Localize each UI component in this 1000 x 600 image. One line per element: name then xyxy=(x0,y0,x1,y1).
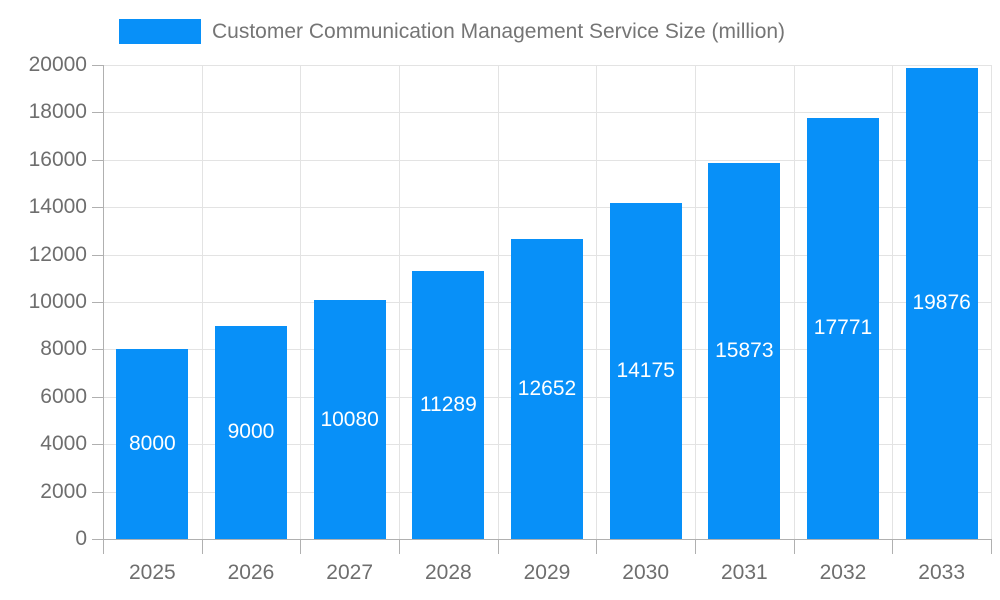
y-axis-tick-label: 4000 xyxy=(40,432,87,456)
gridline-vertical xyxy=(892,65,894,539)
y-axis-tick xyxy=(92,396,103,398)
y-axis-tick-label: 14000 xyxy=(28,195,87,219)
bar xyxy=(116,349,189,539)
x-axis-tick xyxy=(892,539,894,554)
x-axis-tick-label: 2033 xyxy=(918,561,966,584)
gridline-horizontal xyxy=(103,65,991,66)
gridline-horizontal xyxy=(103,207,991,209)
bar-value-label: 17771 xyxy=(813,316,873,340)
gridline-horizontal xyxy=(103,112,991,114)
x-axis-tick-label: 2029 xyxy=(523,561,571,584)
legend-swatch-icon xyxy=(119,19,201,44)
y-axis-tick-label: 18000 xyxy=(28,100,87,124)
gridline-vertical xyxy=(596,65,598,539)
chart-title: Customer Communication Management Servic… xyxy=(212,20,786,43)
x-axis-tick xyxy=(793,539,795,554)
y-axis-tick xyxy=(92,254,103,256)
y-axis-tick-label: 6000 xyxy=(40,384,87,408)
y-axis-tick-label: 12000 xyxy=(28,242,87,266)
x-axis-tick xyxy=(596,539,598,554)
bar-value-label: 12652 xyxy=(517,377,577,401)
bar-value-label: 9000 xyxy=(227,420,275,444)
chart-legend: Customer Communication Management Servic… xyxy=(119,19,785,44)
x-axis-tick-label: 2025 xyxy=(128,561,176,584)
x-axis-tick xyxy=(399,539,400,554)
bar xyxy=(609,203,682,539)
x-axis-tick-label: 2032 xyxy=(819,561,867,584)
y-axis-line xyxy=(103,65,104,554)
y-axis-tick xyxy=(92,159,103,161)
x-axis-tick xyxy=(497,539,499,554)
bar-value-label: 8000 xyxy=(128,432,176,456)
y-axis-tick xyxy=(92,65,103,66)
bar xyxy=(905,67,978,539)
x-axis-tick-label: 2030 xyxy=(622,561,670,584)
bar xyxy=(313,300,386,539)
y-axis-tick-label: 0 xyxy=(75,527,87,550)
y-axis-tick-label: 10000 xyxy=(28,290,87,313)
x-axis-tick xyxy=(300,539,302,554)
gridline-vertical xyxy=(695,65,696,539)
gridline-vertical xyxy=(201,65,203,539)
gridline-horizontal xyxy=(103,159,991,161)
y-axis-tick-label: 2000 xyxy=(40,479,87,503)
y-axis-tick-label: 20000 xyxy=(28,53,87,76)
x-axis-tick xyxy=(201,539,203,554)
gridline-vertical xyxy=(991,65,992,539)
gridline-vertical xyxy=(497,65,499,539)
y-axis-tick xyxy=(92,112,103,114)
bar-value-label: 19876 xyxy=(912,291,971,315)
y-axis-tick xyxy=(92,349,103,351)
gridline-vertical xyxy=(399,65,400,539)
x-axis-tick xyxy=(991,539,992,554)
gridline-vertical xyxy=(793,65,795,539)
bar xyxy=(708,162,781,539)
x-axis-tick xyxy=(103,539,104,554)
plot-area: 0 2000 4000 6000 8000 10000 12000 14000 16000 180… xyxy=(29,53,992,584)
bar xyxy=(511,239,583,539)
bar-value-label: 10080 xyxy=(320,407,379,431)
bar-value-label: 11289 xyxy=(419,393,477,417)
y-axis-tick-label: 16000 xyxy=(28,147,87,171)
y-axis-tick xyxy=(92,302,103,303)
x-axis-tick-label: 2027 xyxy=(326,561,374,584)
y-axis-tick xyxy=(92,444,103,446)
gridline-vertical xyxy=(300,65,302,539)
x-axis-tick-label: 2031 xyxy=(720,561,768,584)
y-axis-tick xyxy=(92,491,103,493)
y-axis-tick xyxy=(92,207,103,209)
y-axis-tick-label: 8000 xyxy=(40,337,87,361)
x-axis-tick xyxy=(695,539,696,554)
bar xyxy=(215,325,287,539)
x-axis-line xyxy=(103,539,991,540)
bar-value-label: 15873 xyxy=(715,338,774,362)
x-axis-tick-label: 2026 xyxy=(227,561,275,584)
bar xyxy=(807,117,879,539)
y-axis-tick xyxy=(92,539,103,540)
bar-value-label: 14175 xyxy=(616,359,675,383)
bar xyxy=(412,271,485,539)
x-axis-tick-label: 2028 xyxy=(424,561,472,584)
